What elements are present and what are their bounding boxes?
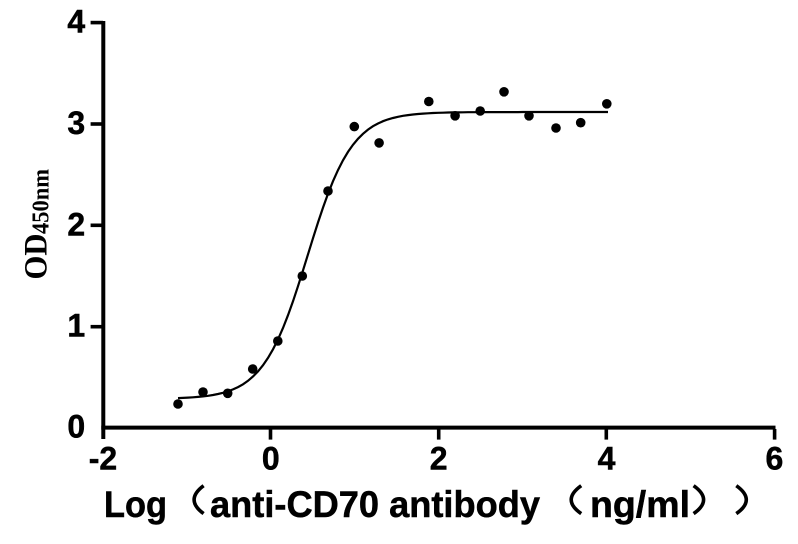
svg-text:4: 4 bbox=[598, 441, 616, 477]
svg-text:2: 2 bbox=[430, 441, 448, 477]
svg-text:OD: OD bbox=[19, 234, 55, 280]
svg-text:0: 0 bbox=[67, 408, 85, 444]
svg-text:ng/ml: ng/ml bbox=[590, 484, 690, 525]
svg-text:2: 2 bbox=[67, 206, 85, 242]
svg-text:anti-CD70 antibody: anti-CD70 antibody bbox=[210, 484, 540, 525]
svg-text:450nm: 450nm bbox=[29, 169, 55, 234]
svg-text:Log: Log bbox=[104, 484, 167, 525]
svg-text:4: 4 bbox=[67, 4, 85, 40]
svg-text:6: 6 bbox=[766, 441, 784, 477]
svg-text:-2: -2 bbox=[89, 441, 117, 477]
svg-text:0: 0 bbox=[262, 441, 280, 477]
svg-text:3: 3 bbox=[67, 105, 85, 141]
svg-text:1: 1 bbox=[67, 308, 85, 344]
